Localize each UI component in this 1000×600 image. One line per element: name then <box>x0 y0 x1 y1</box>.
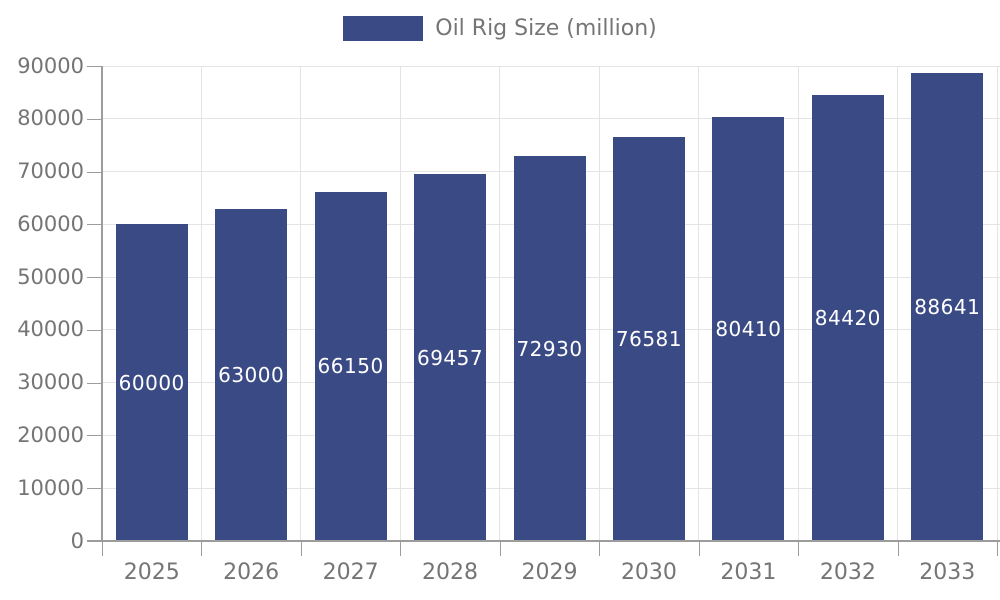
y-tick-label: 70000 <box>17 159 84 184</box>
y-axis-tick <box>87 224 102 226</box>
x-axis-tick <box>102 542 103 556</box>
y-axis-tick <box>87 66 102 67</box>
y-axis-tick <box>87 541 102 542</box>
h-gridline <box>102 118 1000 120</box>
bar-value-label: 72930 <box>516 336 583 361</box>
bar-2025: 60000 <box>115 224 188 541</box>
v-gridline <box>698 66 700 541</box>
y-tick-label: 50000 <box>17 264 84 289</box>
v-gridline <box>797 66 799 541</box>
x-tick-label: 2028 <box>422 560 479 585</box>
x-tick-label: 2030 <box>620 560 677 585</box>
bar-value-label: 88641 <box>914 295 981 320</box>
bar-2030: 76581 <box>612 136 685 541</box>
x-axis-tick <box>400 542 402 556</box>
x-tick-label: 2029 <box>521 560 578 585</box>
x-axis-tick <box>201 542 203 556</box>
y-tick-label: 60000 <box>17 211 84 236</box>
legend-label[interactable]: Oil Rig Size (million) <box>435 16 657 41</box>
x-tick-label: 2031 <box>720 560 777 585</box>
x-axis-tick <box>599 542 601 556</box>
bar-2031: 80410 <box>712 116 785 541</box>
bar-2027: 66150 <box>314 191 387 541</box>
x-tick-label: 2032 <box>819 560 876 585</box>
bar-2026: 63000 <box>215 208 288 541</box>
y-axis-line <box>101 66 103 542</box>
y-axis-tick <box>87 277 102 279</box>
y-tick-label: 30000 <box>17 370 84 395</box>
chart-legend: Oil Rig Size (million) <box>0 16 1000 41</box>
y-axis-tick <box>87 329 102 331</box>
v-gridline <box>200 66 202 541</box>
x-axis-tick <box>300 542 302 556</box>
bar-value-label: 76581 <box>615 326 682 351</box>
y-tick-label: 90000 <box>17 53 84 78</box>
y-axis-tick <box>87 488 102 490</box>
v-gridline <box>598 66 600 541</box>
v-gridline <box>996 66 998 541</box>
v-gridline <box>399 66 401 541</box>
v-gridline <box>300 66 302 541</box>
x-tick-label: 2027 <box>322 560 379 585</box>
x-tick-label: 2025 <box>123 560 180 585</box>
y-tick-label: 40000 <box>17 317 84 342</box>
v-gridline <box>897 66 899 541</box>
x-axis-tick <box>997 542 998 556</box>
y-tick-label: 20000 <box>17 422 84 447</box>
y-axis-tick <box>87 382 102 384</box>
x-axis-tick <box>798 542 800 556</box>
x-axis-line <box>87 540 1000 542</box>
y-tick-label: 80000 <box>17 106 84 131</box>
x-tick-label: 2033 <box>919 560 976 585</box>
bar-value-label: 60000 <box>118 370 185 395</box>
bar-value-label: 69457 <box>416 345 484 370</box>
bar-value-label: 66150 <box>317 354 384 379</box>
bar-2033: 88641 <box>911 73 984 541</box>
x-tick-label: 2026 <box>223 560 280 585</box>
h-gridline <box>102 65 1000 67</box>
x-axis-tick <box>499 542 501 556</box>
bar-value-label: 80410 <box>715 316 782 341</box>
y-tick-label: 10000 <box>17 475 84 500</box>
x-axis-tick <box>897 542 899 556</box>
bar-value-label: 84420 <box>814 306 881 331</box>
plot-area: 60000 63000 66150 69457 72930 76581 80410 84420… <box>102 65 1000 541</box>
y-tick-label: 0 <box>70 528 84 553</box>
bar-2029: 72930 <box>513 156 586 541</box>
bar-2032: 84420 <box>811 95 884 541</box>
y-axis-tick <box>87 118 102 120</box>
bar-2028: 69457 <box>414 174 487 541</box>
x-axis-tick <box>698 542 700 556</box>
y-axis-tick <box>87 435 102 437</box>
y-axis-tick <box>87 171 102 173</box>
legend-swatch[interactable] <box>343 16 424 41</box>
v-gridline <box>499 66 501 541</box>
bar-value-label: 63000 <box>218 362 285 387</box>
